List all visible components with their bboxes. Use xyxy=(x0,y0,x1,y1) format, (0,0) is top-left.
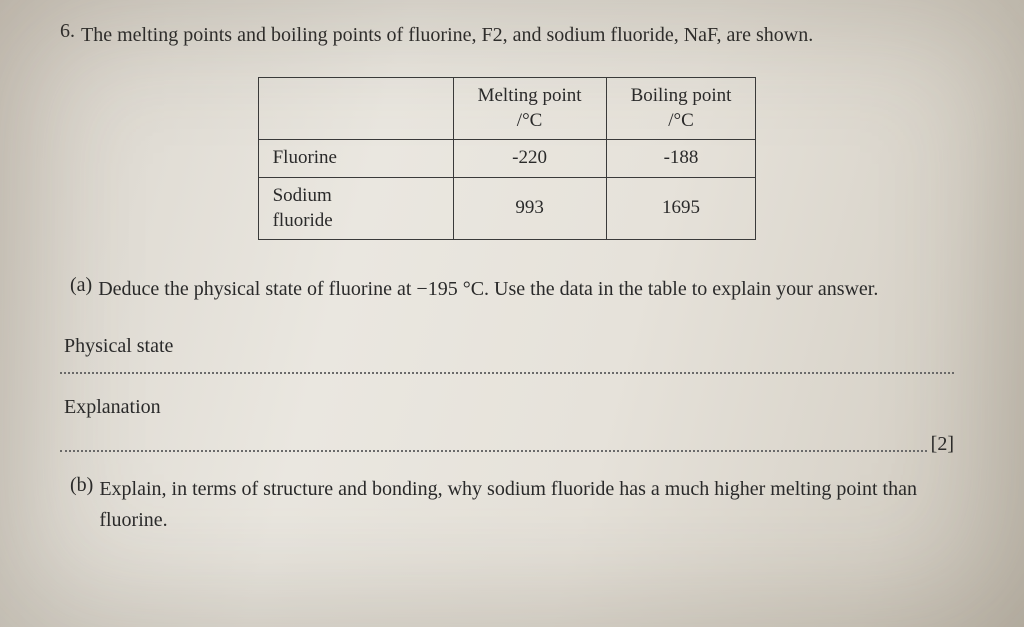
table-row: Sodium fluoride 993 1695 xyxy=(258,178,756,240)
data-table-wrap: Melting point /°C Boiling point /°C Fluo… xyxy=(60,77,954,240)
part-a: (a) Deduce the physical state of fluorin… xyxy=(60,274,954,305)
table-row: Fluorine -220 -188 xyxy=(258,140,756,178)
part-b-text: Explain, in terms of structure and bondi… xyxy=(99,474,954,536)
table-cell-mp: 993 xyxy=(453,178,606,240)
table-header-bp-line1: Boiling point xyxy=(631,85,732,106)
part-a-text: Deduce the physical state of fluorine at… xyxy=(98,274,878,305)
part-b-label: (b) xyxy=(70,474,93,497)
table-header-mp-line1: Melting point xyxy=(478,85,582,106)
answer-line xyxy=(60,372,954,374)
physical-state-label: Physical state xyxy=(60,335,954,358)
question-number: 6. xyxy=(60,20,75,43)
question-intro: 6. The melting points and boiling points… xyxy=(60,20,954,51)
table-cell-label: Sodium fluoride xyxy=(258,178,453,240)
table-cell-label: Fluorine xyxy=(258,140,453,178)
data-table: Melting point /°C Boiling point /°C Fluo… xyxy=(258,77,757,240)
table-cell-label-line1: Sodium xyxy=(273,185,332,206)
table-header-mp: Melting point /°C xyxy=(453,78,606,140)
answer-line xyxy=(60,450,927,452)
table-header-bp: Boiling point /°C xyxy=(606,78,756,140)
explanation-label: Explanation xyxy=(60,396,954,419)
table-header-blank xyxy=(258,78,453,140)
table-header-bp-line2: /°C xyxy=(668,110,694,131)
table-header-mp-line2: /°C xyxy=(517,110,543,131)
table-cell-label-line2: fluoride xyxy=(273,210,333,231)
answer-line-with-marks: [2] xyxy=(60,433,954,456)
question-text: The melting points and boiling points of… xyxy=(81,20,813,51)
part-a-label: (a) xyxy=(70,274,92,297)
table-cell-mp: -220 xyxy=(453,140,606,178)
marks-a: [2] xyxy=(927,433,954,456)
table-cell-bp: -188 xyxy=(606,140,756,178)
part-b: (b) Explain, in terms of structure and b… xyxy=(60,474,954,536)
table-header-row: Melting point /°C Boiling point /°C xyxy=(258,78,756,140)
table-cell-bp: 1695 xyxy=(606,178,756,240)
